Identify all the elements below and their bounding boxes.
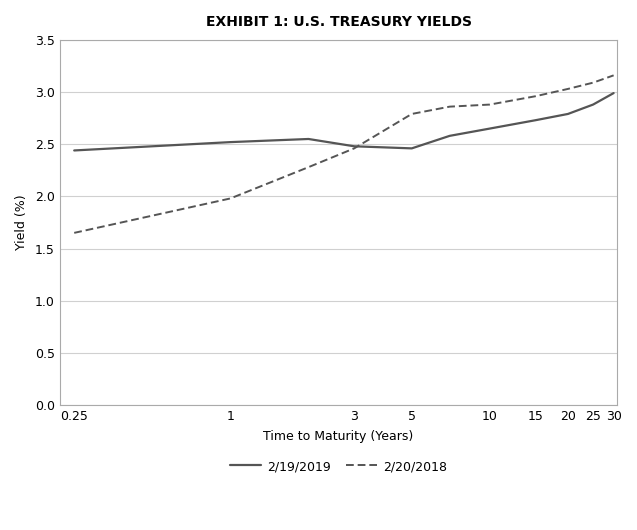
- Legend: 2/19/2019, 2/20/2018: 2/19/2019, 2/20/2018: [225, 455, 452, 478]
- 2/20/2018: [350, 145, 358, 152]
- 2/19/2019: [610, 90, 617, 96]
- 2/20/2018: [408, 111, 415, 117]
- X-axis label: Time to Maturity (Years): Time to Maturity (Years): [264, 430, 413, 443]
- 2/19/2019: [589, 101, 597, 108]
- 2/19/2019: [564, 111, 572, 117]
- 2/19/2019: [227, 139, 234, 145]
- 2/19/2019: [350, 143, 358, 149]
- 2/19/2019: [532, 117, 540, 123]
- 2/20/2018: [564, 86, 572, 92]
- 2/20/2018: [227, 195, 234, 201]
- 2/20/2018: [304, 164, 312, 170]
- 2/19/2019: [70, 147, 78, 154]
- 2/20/2018: [532, 93, 540, 100]
- Line: 2/19/2019: 2/19/2019: [74, 93, 613, 151]
- 2/20/2018: [610, 72, 617, 78]
- Title: EXHIBIT 1: U.S. TREASURY YIELDS: EXHIBIT 1: U.S. TREASURY YIELDS: [206, 15, 471, 29]
- 2/19/2019: [486, 126, 494, 132]
- Line: 2/20/2018: 2/20/2018: [74, 75, 613, 233]
- 2/20/2018: [446, 103, 454, 110]
- 2/20/2018: [589, 80, 597, 86]
- 2/20/2018: [70, 229, 78, 236]
- 2/19/2019: [304, 136, 312, 142]
- Y-axis label: Yield (%): Yield (%): [15, 195, 28, 250]
- 2/19/2019: [446, 132, 454, 139]
- 2/19/2019: [408, 145, 415, 152]
- 2/20/2018: [486, 101, 494, 108]
